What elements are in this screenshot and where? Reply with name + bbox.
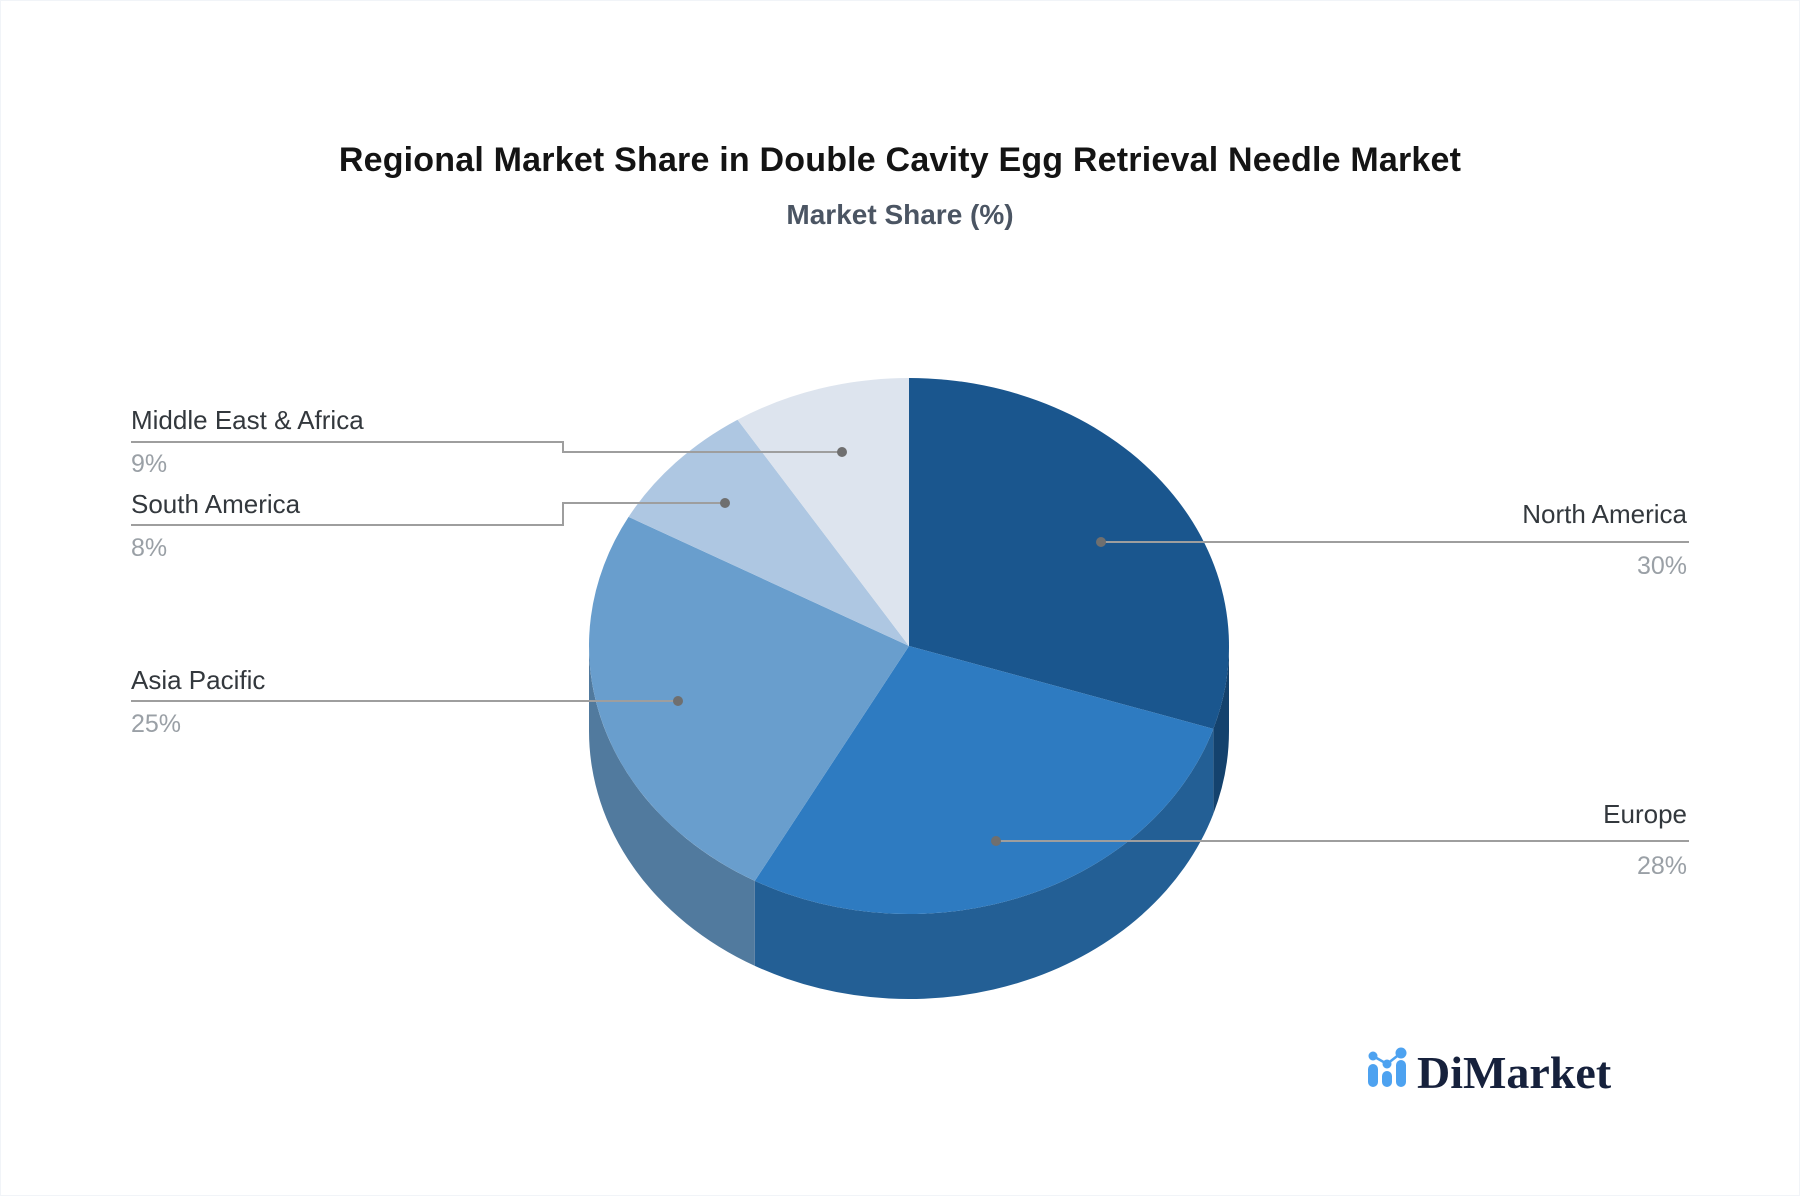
chart-title: Regional Market Share in Double Cavity E… bbox=[338, 141, 1462, 179]
pie-slice-middle-east-africa[interactable] bbox=[737, 378, 909, 646]
pie-slice-side-asia-pacific bbox=[589, 646, 755, 966]
leader-dot-middle-east-africa bbox=[837, 447, 847, 457]
brand-logo-text: DiMarket bbox=[1417, 1047, 1612, 1098]
leader-dot-asia-pacific bbox=[673, 696, 683, 706]
leader-line-middle-east-africa bbox=[131, 441, 839, 453]
pie-slice-side-europe bbox=[754, 728, 1214, 999]
pie-slice-side-north-america bbox=[1213, 646, 1229, 814]
pie-slice-north-america[interactable] bbox=[909, 378, 1230, 729]
pie-slice-south-america[interactable] bbox=[628, 419, 909, 646]
chart-subtitle: Market Share (%) bbox=[786, 199, 1014, 230]
leader-line-south-america bbox=[131, 502, 722, 526]
pie-slice-europe[interactable] bbox=[754, 646, 1214, 915]
leader-dot-south-america bbox=[720, 498, 730, 508]
pie-slice-asia-pacific[interactable] bbox=[588, 516, 909, 881]
brand-logo: DiMarket bbox=[1368, 1047, 1612, 1098]
bar-line-chart-icon bbox=[1368, 1047, 1407, 1087]
leader-dot-north-america bbox=[1096, 537, 1106, 547]
leader-dot-europe bbox=[991, 836, 1001, 846]
